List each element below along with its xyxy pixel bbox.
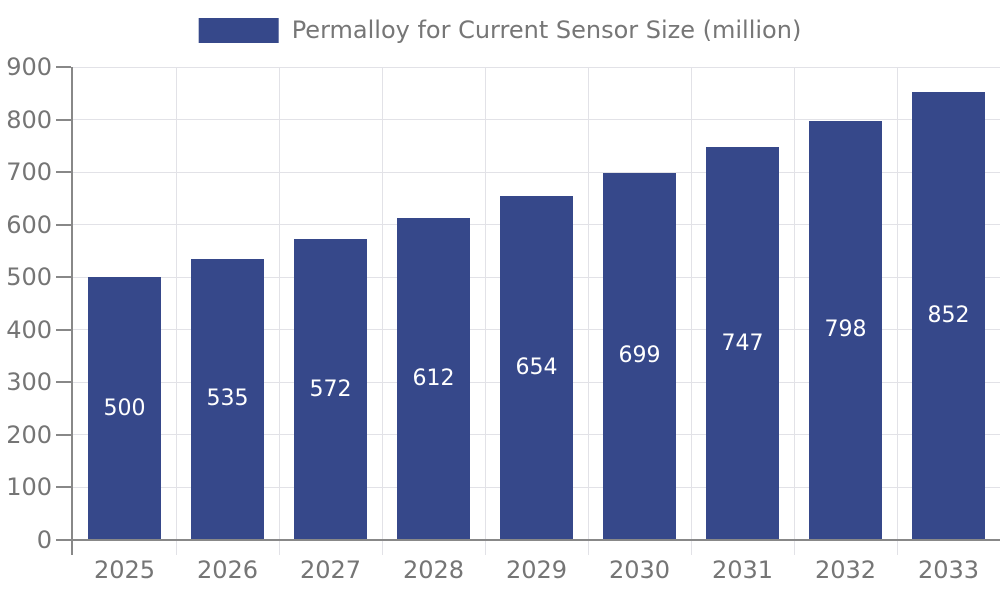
v-gridline [278,67,280,555]
h-gridline [73,119,1000,121]
legend-swatch [198,17,279,43]
y-tick-label: 0 [36,526,52,554]
x-tick-label: 2029 [505,556,568,584]
v-gridline [381,67,383,555]
y-tick-label: 900 [6,53,52,81]
y-tick-label: 600 [6,210,52,239]
y-tick-label: 300 [6,368,52,397]
x-tick-label: 2026 [196,556,259,584]
y-axis-line [71,67,73,555]
bar-value-label: 500 [103,395,146,421]
y-tick-mark [56,118,71,121]
y-tick-mark [56,328,71,331]
bar-value-label: 699 [618,343,661,369]
y-tick-label: 400 [6,315,52,344]
y-tick-mark [56,276,71,279]
y-tick-label: 200 [6,420,52,449]
v-gridline [690,67,692,555]
bar [397,218,470,540]
y-tick-mark [56,381,71,384]
v-gridline [896,67,898,555]
y-tick-mark [56,433,71,436]
x-tick-label: 2030 [608,556,671,584]
bar [809,120,882,540]
y-tick-label: 800 [6,105,52,134]
bar-value-label: 747 [721,330,764,356]
x-axis-line [71,539,1000,541]
x-tick-label: 2033 [917,556,980,584]
x-tick-label: 2028 [402,556,465,584]
h-gridline [73,171,1000,173]
x-tick-label: 2031 [711,556,774,584]
bar-value-label: 798 [824,317,867,343]
bar [88,277,161,540]
x-tick-label: 2032 [814,556,877,584]
x-tick-label: 2025 [93,556,156,584]
v-gridline [175,67,177,555]
bar-value-label: 572 [309,376,352,402]
y-tick-label: 100 [6,473,52,502]
v-gridline [587,67,589,555]
bar-value-label: 852 [927,303,970,329]
y-tick-label: 500 [6,263,52,292]
bar [912,92,985,540]
bar [191,258,264,540]
bar-value-label: 654 [515,355,558,381]
v-gridline [793,67,795,555]
y-tick-mark [56,66,71,68]
bar [500,196,573,540]
v-gridline [484,67,486,555]
y-tick-mark [56,539,71,541]
bar [603,172,676,540]
legend: Permalloy for Current Sensor Size (milli… [198,16,802,44]
y-tick-mark [56,223,71,226]
y-tick-mark [56,171,71,174]
legend-label: Permalloy for Current Sensor Size (milli… [291,16,802,44]
bar-value-label: 535 [206,386,249,412]
y-tick-mark [56,486,71,489]
y-tick-label: 700 [6,158,52,187]
x-tick-label: 2027 [299,556,362,584]
bar-value-label: 612 [412,366,455,392]
bar [706,147,779,540]
h-gridline [73,66,1000,68]
bar [294,239,367,540]
